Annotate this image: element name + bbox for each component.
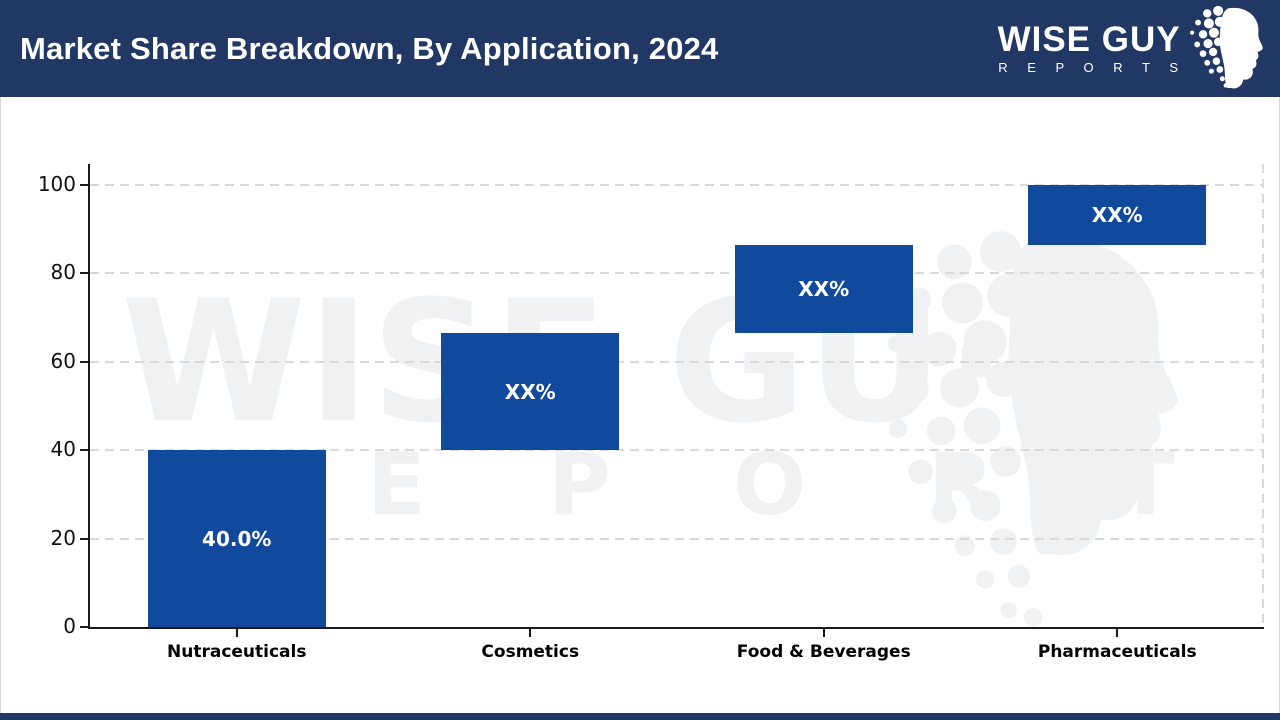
bar-food-beverages: XX% (734, 244, 913, 334)
y-tick-mark (80, 626, 88, 628)
x-tick-mark (529, 629, 532, 637)
y-tick-mark (80, 183, 88, 186)
y-tick-label: 60 (50, 348, 76, 373)
y-tick-mark (80, 272, 88, 275)
x-tick-mark (235, 629, 238, 637)
x-category-label: Nutraceuticals (167, 642, 307, 662)
y-tick-label: 0 (63, 613, 76, 638)
y-tick-mark (80, 537, 88, 540)
y-gridline (90, 449, 1264, 452)
watermark-head-icon (887, 231, 1178, 627)
y-tick-label: 100 (37, 171, 76, 196)
logo-wordmark: WISE GUY (997, 20, 1181, 59)
y-tick-label: 40 (50, 436, 76, 461)
bar-value-label: XX% (798, 276, 850, 301)
y-tick-mark (80, 449, 88, 452)
bar-nutraceuticals: 40.0% (147, 450, 326, 627)
x-tick-mark (822, 629, 825, 637)
y-tick-label: 80 (50, 260, 76, 285)
wise-guy-logo: WISE GUY R E P O R T S (992, 5, 1266, 93)
x-tick-mark (1116, 629, 1119, 637)
y-gridline (90, 360, 1264, 363)
y-gridline (90, 272, 1264, 275)
footer-band (0, 713, 1280, 720)
bar-value-label: XX% (504, 379, 556, 404)
logo-subtitle: R E P O R T S (998, 60, 1186, 75)
y-gridline (90, 537, 1264, 540)
plot-area: 0 20 40 60 80 100 40.0% Nutraceuticals XX% Cosmet… (38, 164, 1264, 662)
logo-text: WISE GUY R E P O R T S (992, 22, 1186, 75)
y-tick-label: 20 (50, 525, 76, 550)
logo-head-icon (1190, 5, 1263, 88)
bar-cosmetics: XX% (441, 333, 620, 451)
chart-title: Market Share Breakdown, By Application, … (20, 30, 719, 66)
y-gridline (90, 183, 1264, 186)
x-category-label: Food & Beverages (736, 642, 911, 662)
x-category-label: Pharmaceuticals (1037, 642, 1197, 662)
bar-value-label: 40.0% (202, 526, 272, 551)
y-tick-mark (80, 360, 88, 363)
right-edge-gridline (1262, 164, 1264, 627)
bar-value-label: XX% (1091, 202, 1143, 227)
bar-pharmaceuticals: XX% (1028, 184, 1207, 245)
x-category-label: Cosmetics (481, 642, 580, 662)
header-band: Market Share Breakdown, By Application, … (0, 0, 1280, 97)
